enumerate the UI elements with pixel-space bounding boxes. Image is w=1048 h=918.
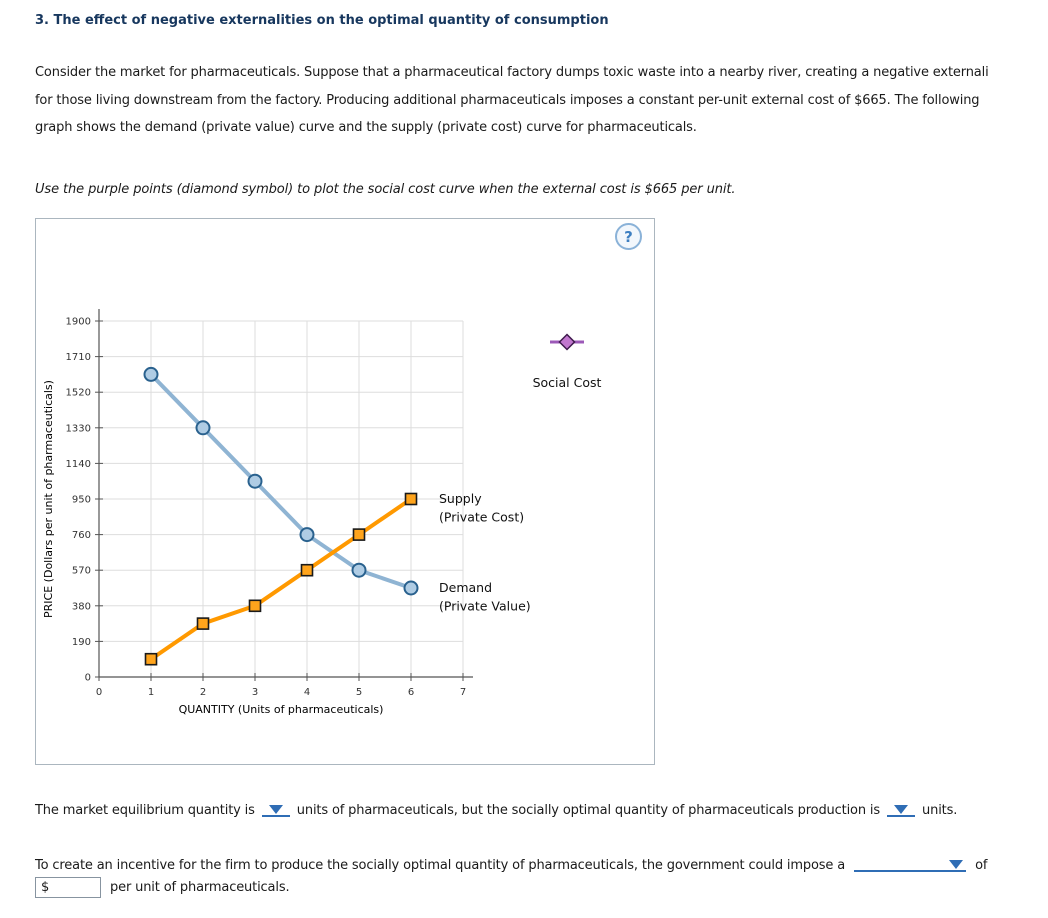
- y-tick-label: 570: [72, 566, 91, 577]
- q1-text-after: units.: [922, 803, 958, 818]
- y-tick-label: 0: [85, 673, 91, 684]
- x-tick-label: 1: [148, 687, 154, 698]
- supply-curve: Supply (Private Cost): [144, 491, 524, 666]
- intro-line: Consider the market for pharmaceuticals.…: [35, 65, 989, 80]
- x-tick-label: 0: [96, 687, 102, 698]
- supply-point: [300, 563, 314, 577]
- currency-symbol: $: [41, 880, 50, 895]
- q2-text-after: of: [975, 858, 988, 873]
- intro-line: for those living downstream from the fac…: [35, 92, 980, 108]
- amount-input-field[interactable]: [51, 880, 96, 895]
- y-tick-label: 380: [72, 601, 91, 612]
- supply-point: [352, 528, 366, 541]
- chevron-down-icon: [949, 860, 964, 869]
- x-tick-label: 6: [408, 687, 414, 698]
- demand-point: [247, 473, 263, 489]
- series-label: (Private Value): [439, 599, 531, 614]
- y-tick-label: 190: [72, 637, 91, 648]
- x-tick-label: 7: [460, 687, 466, 698]
- y-tick-label: 1710: [66, 352, 91, 363]
- supply-point: [196, 617, 210, 630]
- q2-text-before: To create an incentive for the firm to p…: [35, 858, 846, 873]
- y-tick-label: 1140: [66, 459, 91, 470]
- legend-label: Social Cost: [533, 375, 602, 390]
- chevron-down-icon: [894, 805, 909, 814]
- demand-point: [403, 580, 419, 596]
- x-tick-label: 2: [200, 687, 206, 698]
- problem-title: 3. The effect of negative externalities …: [35, 13, 609, 28]
- demand-point: [143, 366, 159, 382]
- social-cost-palette[interactable]: Social Cost: [533, 333, 602, 391]
- supply-point: [144, 652, 158, 666]
- demand-point: [195, 420, 211, 436]
- market-graph[interactable]: 0 190 380 570 760 950 1140 1330 1520 1710 1900 0 1 2 3…: [36, 219, 654, 764]
- y-tick-label: 1520: [66, 388, 91, 399]
- graph-panel: 0 190 380 570 760 950 1140 1330 1520 1710 1900 0 1 2 3…: [35, 218, 655, 765]
- x-tick-label: 3: [252, 687, 258, 698]
- amount-input-box[interactable]: $: [35, 877, 101, 898]
- demand-point: [299, 527, 315, 543]
- y-tick-label: 950: [72, 495, 91, 506]
- x-axis-title: QUANTITY (Units of pharmaceuticals): [179, 703, 384, 716]
- intro-paragraph: Consider the market for pharmaceuticals.…: [35, 59, 989, 142]
- policy-instrument-dropdown[interactable]: [854, 859, 967, 872]
- help-button[interactable]: ?: [615, 223, 642, 250]
- question-equilibrium: The market equilibrium quantity is units …: [35, 803, 957, 818]
- chevron-down-icon: [268, 805, 283, 814]
- supply-point: [248, 599, 262, 613]
- social-cost-diamond-icon[interactable]: [558, 333, 576, 351]
- y-tick-label: 1330: [66, 423, 91, 434]
- axes: 0 190 380 570 760 950 1140 1330 1520 1710 1900 0 1 2 3…: [66, 309, 473, 698]
- supply-point: [404, 492, 418, 506]
- demand-point: [351, 562, 367, 578]
- x-tick-label: 4: [304, 687, 310, 698]
- equilibrium-quantity-dropdown[interactable]: [261, 804, 290, 817]
- intro-line: graph shows the demand (private value) c…: [35, 120, 697, 135]
- y-tick-label: 1900: [66, 317, 91, 328]
- question-mark-icon: ?: [624, 227, 633, 246]
- series-label: Demand: [439, 580, 492, 595]
- q3-text-after: per unit of pharmaceuticals.: [110, 880, 290, 895]
- x-tick-label: 5: [356, 687, 362, 698]
- optimal-quantity-dropdown[interactable]: [887, 804, 916, 817]
- series-label: (Private Cost): [439, 510, 524, 525]
- plot-instruction: Use the purple points (diamond symbol) t…: [35, 182, 736, 197]
- series-label: Supply: [439, 491, 482, 506]
- question-policy: To create an incentive for the firm to p…: [35, 858, 987, 873]
- question-amount: $ per unit of pharmaceuticals.: [35, 877, 290, 898]
- q1-text-before: The market equilibrium quantity is: [35, 803, 255, 818]
- y-axis-title: PRICE (Dollars per unit of pharmaceutica…: [42, 380, 55, 618]
- demand-curve: Demand (Private Value): [143, 366, 531, 614]
- q1-text-middle: units of pharmaceuticals, but the social…: [296, 803, 881, 818]
- y-tick-label: 760: [72, 530, 91, 541]
